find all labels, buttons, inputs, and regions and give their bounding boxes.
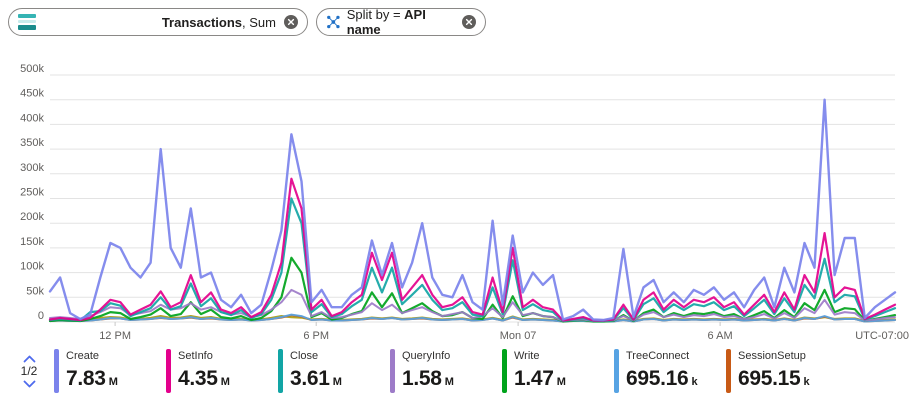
legend-value-unit: M [220, 376, 230, 388]
legend-text: Close 3.61 M [290, 349, 342, 393]
legend-item[interactable]: Create 7.83 M [54, 349, 166, 393]
legend-value-number: 695.15 [738, 367, 801, 390]
legend-series-name: Write [514, 350, 540, 362]
legend-pager: 1/2 [14, 355, 44, 388]
svg-text:400k: 400k [20, 112, 44, 124]
legend-series-name: QueryInfo [402, 350, 451, 362]
legend-item[interactable]: Write 1.47 M [502, 349, 614, 393]
legend-series-name: TreeConnect [626, 350, 690, 362]
split-by-label: Split by = API name [347, 7, 454, 37]
svg-text:450k: 450k [20, 88, 44, 100]
legend-item[interactable]: QueryInfo 1.58 M [390, 349, 502, 393]
legend-series-name: SessionSetup [738, 350, 806, 362]
svg-text:300k: 300k [20, 162, 44, 174]
legend-series-value: 3.61 M [290, 368, 342, 390]
chart-legend: 1/2 Create 7.83 M SetInfo 4.35 M Close 3.61 M Que… [14, 349, 838, 393]
metric-icon [18, 13, 36, 31]
legend-series-value: 695.16 k [626, 368, 698, 390]
chevron-up-icon[interactable] [23, 355, 36, 363]
legend-text: Create 7.83 M [66, 349, 118, 393]
legend-value-number: 695.16 [626, 367, 689, 390]
legend-items: Create 7.83 M SetInfo 4.35 M Close 3.61 M QueryIn… [54, 349, 838, 393]
legend-item[interactable]: TreeConnect 695.16 k [614, 349, 726, 393]
svg-text:0: 0 [38, 310, 44, 322]
close-icon [462, 15, 476, 29]
legend-series-value: 7.83 M [66, 368, 118, 390]
legend-series-value: 1.58 M [402, 368, 454, 390]
legend-series-value: 1.47 M [514, 368, 566, 390]
legend-value-number: 1.58 [402, 367, 442, 390]
legend-series-name: Create [66, 350, 100, 362]
legend-text: SessionSetup 695.15 k [738, 349, 810, 393]
legend-value-unit: M [556, 376, 566, 388]
legend-series-name: SetInfo [178, 350, 213, 362]
svg-text:12 PM: 12 PM [99, 330, 131, 342]
legend-series-value: 695.15 k [738, 368, 810, 390]
metrics-chart-svg: 500k 450k 400k 350k 300k 250k 200k 150k 100k 50k 0… [20, 63, 909, 342]
legend-text: TreeConnect 695.16 k [626, 349, 698, 393]
legend-item[interactable]: SessionSetup 695.15 k [726, 349, 838, 393]
svg-text:150k: 150k [20, 236, 44, 248]
legend-value-number: 1.47 [514, 367, 554, 390]
svg-text:6 PM: 6 PM [303, 330, 329, 342]
legend-value-unit: M [332, 376, 342, 388]
chevron-down-icon[interactable] [23, 380, 36, 388]
legend-item[interactable]: SetInfo 4.35 M [166, 349, 278, 393]
legend-swatch [166, 349, 171, 393]
svg-text:100k: 100k [20, 261, 44, 273]
legend-page-indicator: 1/2 [20, 363, 38, 378]
legend-value-unit: k [691, 376, 698, 388]
legend-series-name: Close [290, 350, 319, 362]
legend-text: QueryInfo 1.58 M [402, 349, 454, 393]
metric-pill-label: Transactions, Sum [162, 15, 276, 30]
legend-swatch [390, 349, 395, 393]
legend-series-value: 4.35 M [178, 368, 230, 390]
split-by-pill[interactable]: Split by = API name [316, 7, 486, 37]
legend-value-unit: k [803, 376, 810, 388]
split-by-icon [327, 15, 340, 29]
svg-text:UTC-07:00: UTC-07:00 [855, 330, 909, 342]
svg-text:250k: 250k [20, 187, 44, 199]
remove-split-button[interactable] [462, 15, 476, 29]
svg-text:Mon 07: Mon 07 [500, 330, 537, 342]
legend-swatch [278, 349, 283, 393]
legend-value-unit: M [444, 376, 454, 388]
metric-name: Transactions [161, 14, 243, 30]
legend-value-unit: M [108, 376, 118, 388]
svg-text:6 AM: 6 AM [708, 330, 733, 342]
split-by-field: API name [346, 7, 426, 37]
svg-text:200k: 200k [20, 211, 44, 223]
legend-swatch [502, 349, 507, 393]
legend-swatch [614, 349, 619, 393]
legend-swatch [54, 349, 59, 393]
metrics-chart[interactable]: 500k 450k 400k 350k 300k 250k 200k 150k 100k 50k 0… [0, 52, 916, 344]
close-icon [284, 15, 298, 29]
metric-aggregation: , Sum [242, 14, 276, 30]
svg-text:50k: 50k [26, 285, 44, 297]
split-by-prefix: Split by = [346, 7, 405, 22]
svg-text:350k: 350k [20, 137, 44, 149]
legend-swatch [726, 349, 731, 393]
legend-value-number: 7.83 [66, 367, 106, 390]
svg-text:500k: 500k [20, 63, 44, 75]
legend-text: Write 1.47 M [514, 349, 566, 393]
legend-item[interactable]: Close 3.61 M [278, 349, 390, 393]
legend-value-number: 3.61 [290, 367, 330, 390]
remove-metric-button[interactable] [284, 15, 298, 29]
legend-text: SetInfo 4.35 M [178, 349, 230, 393]
legend-value-number: 4.35 [178, 367, 218, 390]
filter-bar: Transactions, Sum Split by = API na [8, 7, 486, 37]
metric-pill[interactable]: Transactions, Sum [8, 8, 308, 36]
